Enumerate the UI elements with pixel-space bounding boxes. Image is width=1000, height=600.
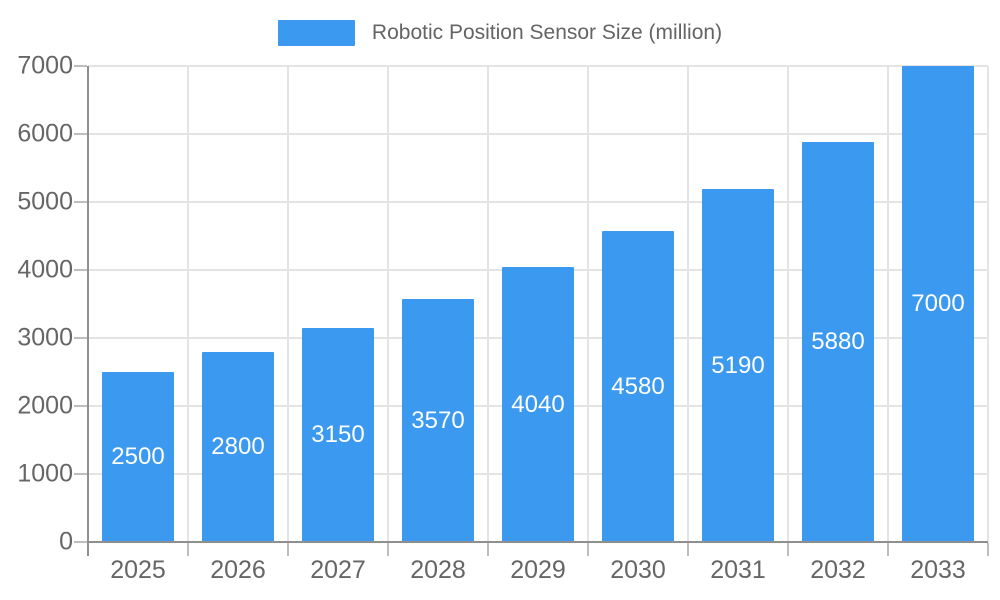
x-tick-label-2032: 2032 xyxy=(810,556,866,584)
y-tick-mark-2000 xyxy=(74,405,87,407)
y-tick-label-0: 0 xyxy=(59,527,73,556)
y-tick-label-5000: 5000 xyxy=(17,187,73,216)
bar-2027[interactable]: 3150 xyxy=(302,328,374,542)
y-tick-label-4000: 4000 xyxy=(17,255,73,284)
bar-value-label-2033: 7000 xyxy=(911,290,965,317)
y-tick-mark-0 xyxy=(74,541,87,543)
x-tick-mark-6 xyxy=(687,543,689,556)
bar-2030[interactable]: 4580 xyxy=(602,231,674,542)
x-tick-label-2027: 2027 xyxy=(310,556,366,584)
bar-2026[interactable]: 2800 xyxy=(202,352,274,542)
bar-value-label-2028: 3570 xyxy=(411,406,465,434)
gridline-x-5 xyxy=(587,66,589,542)
bar-value-label-2027: 3150 xyxy=(311,421,365,448)
gridline-x-6 xyxy=(687,66,689,542)
bar-2032[interactable]: 5880 xyxy=(802,142,874,542)
bar-2029[interactable]: 4040 xyxy=(502,267,574,542)
gridline-x-3 xyxy=(387,66,389,542)
x-tick-mark-9 xyxy=(987,543,989,556)
gridline-y-5000 xyxy=(88,201,988,203)
x-axis-labels: 2025 2026 2027 2028 2029 2030 2031 2032 2033 xyxy=(88,556,988,588)
gridline-x-7 xyxy=(787,66,789,542)
x-tick-label-2028: 2028 xyxy=(410,556,466,584)
gridline-y-6000 xyxy=(88,133,988,135)
x-tick-label-2033: 2033 xyxy=(910,556,966,584)
gridline-x-9 xyxy=(987,66,989,542)
bar-2025[interactable]: 2500 xyxy=(102,372,174,542)
bar-2031[interactable]: 5190 xyxy=(702,189,774,542)
legend-swatch xyxy=(277,20,355,46)
bar-value-label-2032: 5880 xyxy=(811,328,865,355)
x-axis-line xyxy=(74,541,988,543)
bar-value-label-2031: 5190 xyxy=(711,351,765,379)
x-tick-mark-1 xyxy=(187,543,189,556)
y-tick-label-6000: 6000 xyxy=(17,119,73,148)
legend-label: Robotic Position Sensor Size (million) xyxy=(371,21,723,44)
x-tick-label-2029: 2029 xyxy=(510,556,566,584)
x-tick-label-2030: 2030 xyxy=(610,556,666,584)
legend[interactable]: Robotic Position Sensor Size (million) xyxy=(0,18,1000,48)
x-tick-label-2031: 2031 xyxy=(710,556,766,584)
gridline-x-1 xyxy=(187,66,189,542)
bar-2033[interactable]: 7000 xyxy=(902,66,974,542)
y-tick-mark-3000 xyxy=(74,337,87,339)
x-tick-mark-3 xyxy=(387,543,389,556)
gridline-x-2 xyxy=(287,66,289,542)
x-tick-mark-7 xyxy=(787,543,789,556)
y-axis-line xyxy=(87,66,89,556)
x-tick-mark-8 xyxy=(887,543,889,556)
y-tick-mark-5000 xyxy=(74,201,87,203)
bar-value-label-2030: 4580 xyxy=(611,372,665,400)
y-tick-mark-7000 xyxy=(74,65,87,67)
y-tick-label-2000: 2000 xyxy=(17,391,73,420)
y-tick-label-7000: 7000 xyxy=(17,51,73,80)
gridline-x-4 xyxy=(487,66,489,542)
x-tick-label-2025: 2025 xyxy=(110,556,166,584)
plot-area: 2500 2800 3150 3570 4040 4580 5190 5880 7000 xyxy=(88,65,989,542)
bar-value-label-2029: 4040 xyxy=(511,390,565,418)
y-tick-mark-1000 xyxy=(74,473,87,475)
x-tick-label-2026: 2026 xyxy=(210,556,266,584)
x-tick-mark-2 xyxy=(287,543,289,556)
y-tick-label-3000: 3000 xyxy=(17,323,73,352)
x-tick-mark-4 xyxy=(487,543,489,556)
gridline-x-8 xyxy=(887,66,889,542)
bar-value-label-2026: 2800 xyxy=(211,433,265,460)
bar-2028[interactable]: 3570 xyxy=(402,299,474,542)
y-tick-mark-6000 xyxy=(74,133,87,135)
bar-value-label-2025: 2500 xyxy=(111,443,165,470)
y-axis-labels: 0 1000 2000 3000 4000 5000 6000 7000 xyxy=(0,52,73,556)
y-tick-label-1000: 1000 xyxy=(17,459,73,488)
x-tick-mark-5 xyxy=(587,543,589,556)
gridline-y-7000 xyxy=(88,65,988,67)
y-tick-mark-4000 xyxy=(74,269,87,271)
